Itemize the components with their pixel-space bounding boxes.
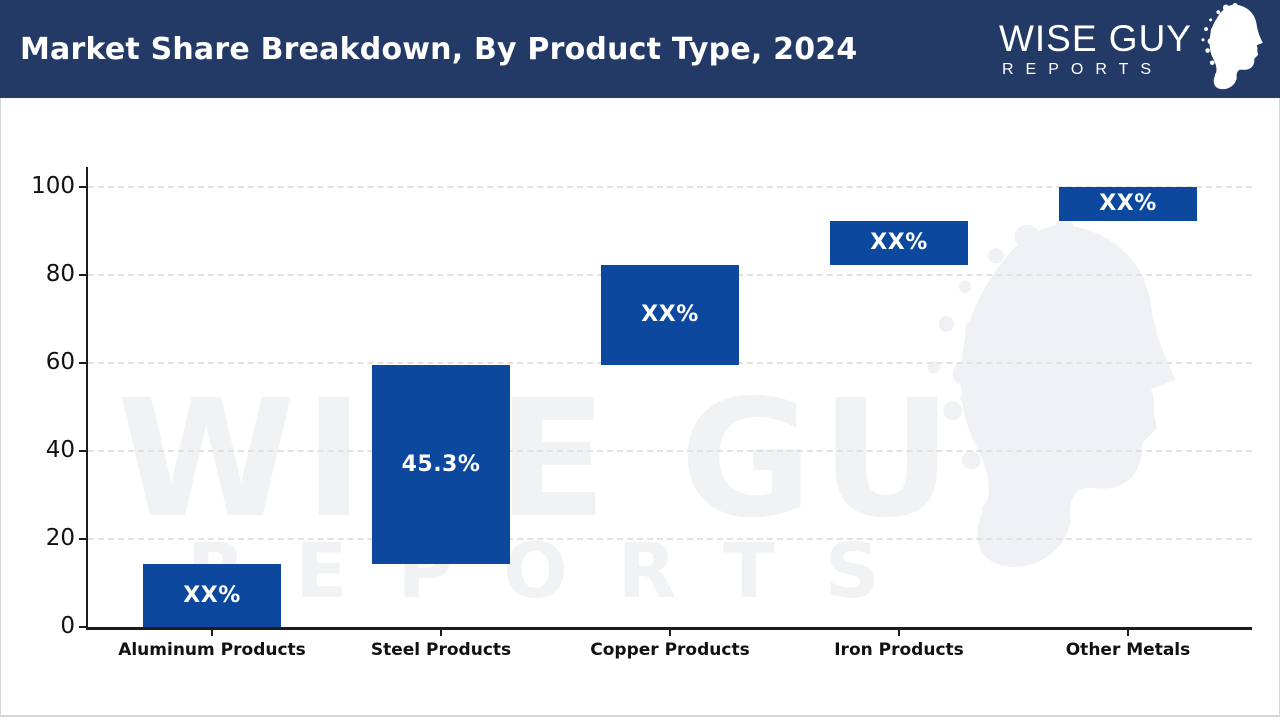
y-tick-label: 80 — [45, 261, 75, 287]
bar-value-label: 45.3% — [401, 451, 481, 477]
y-tick — [79, 362, 88, 364]
y-axis — [86, 167, 88, 630]
y-tick-label: 40 — [45, 437, 75, 463]
bar-value-label: XX% — [1099, 191, 1157, 217]
logo-subtitle: REPORTS — [1001, 60, 1164, 78]
y-tick-label: 0 — [60, 613, 75, 639]
watermark-subtitle: REPORTS — [187, 526, 930, 615]
y-tick — [79, 450, 88, 452]
x-category-label: Iron Products — [834, 640, 964, 660]
bar: 45.3% — [372, 364, 510, 565]
gridline — [88, 186, 1252, 188]
y-tick-label: 60 — [45, 349, 75, 375]
y-tick — [79, 626, 88, 628]
bar-value-label: XX% — [641, 302, 699, 328]
page-title: Market Share Breakdown, By Product Type,… — [20, 31, 858, 67]
bar: XX% — [601, 264, 739, 365]
x-category-label: Aluminum Products — [118, 640, 306, 660]
header-bar: Market Share Breakdown, By Product Type,… — [0, 0, 1280, 98]
brand-logo: WISE GUY REPORTS — [999, 3, 1266, 95]
gridline — [88, 538, 1252, 540]
y-tick — [79, 186, 88, 188]
x-axis — [86, 627, 1252, 630]
y-tick-label: 100 — [31, 173, 75, 199]
x-tick — [440, 627, 442, 636]
y-tick — [79, 538, 88, 540]
y-tick — [79, 274, 88, 276]
bar-value-label: XX% — [870, 230, 928, 256]
bar-value-label: XX% — [183, 583, 241, 609]
logo-text: WISE GUY REPORTS — [999, 20, 1192, 79]
logo-wordmark: WISE GUY — [998, 17, 1192, 59]
x-category-label: Other Metals — [1065, 640, 1191, 660]
gridline — [88, 450, 1252, 452]
y-tick-label: 20 — [45, 525, 75, 551]
x-category-label: Copper Products — [590, 640, 750, 660]
x-category-label: Steel Products — [370, 640, 512, 660]
x-tick — [1127, 627, 1129, 636]
x-tick — [211, 627, 213, 636]
logo-head-icon — [1186, 3, 1266, 95]
watermark: WISE GUY REPORTS — [1, 98, 1279, 715]
bar: XX% — [143, 564, 281, 627]
x-tick — [669, 627, 671, 636]
watermark-wordmark: WISE GUY — [117, 366, 1086, 554]
bar: XX% — [1059, 187, 1197, 221]
x-tick — [898, 627, 900, 636]
bar: XX% — [830, 220, 968, 265]
